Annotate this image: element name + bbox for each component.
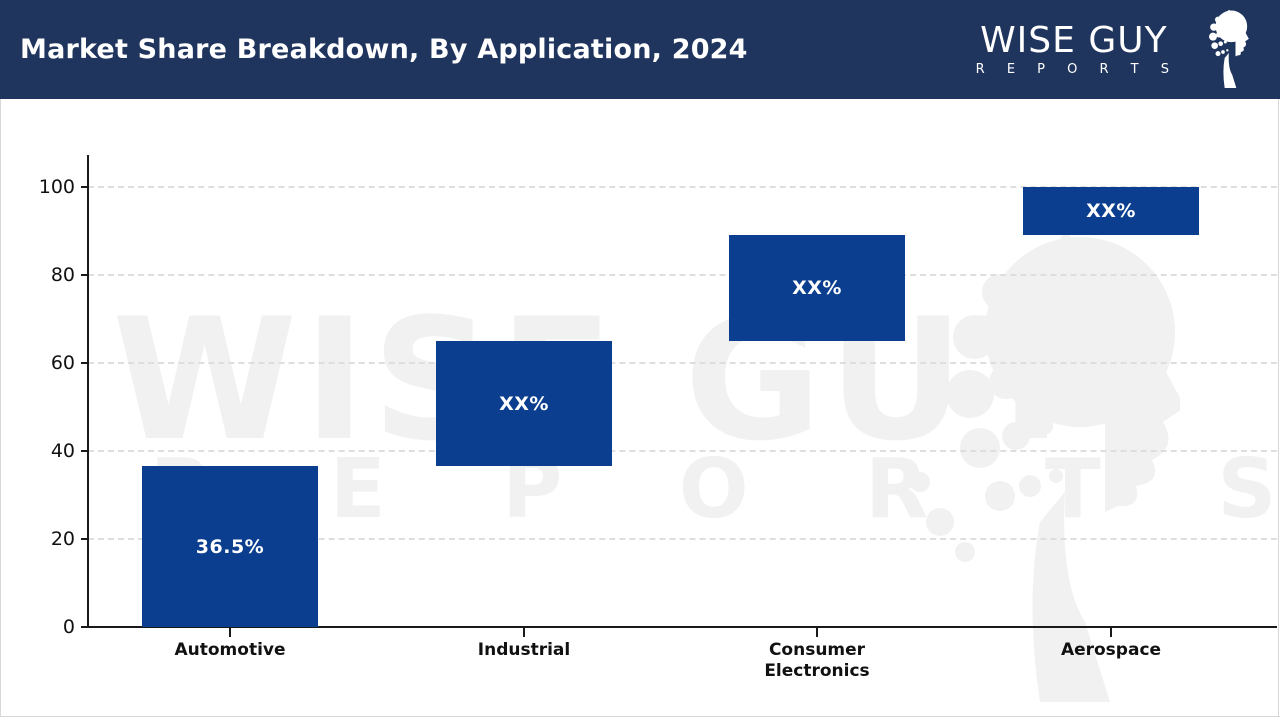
x-tick-2 <box>816 628 818 637</box>
x-tick-0 <box>229 628 231 637</box>
wise-guy-reports-logo: WISE GUY R E P O R T S <box>970 8 1280 92</box>
gridline-80 <box>88 274 1277 276</box>
bar-industrial: XX% <box>436 341 612 467</box>
x-axis-line <box>87 626 1277 628</box>
bar-aerospace: XX% <box>1023 187 1199 236</box>
frame-border-left <box>0 99 1 716</box>
header-bar: Market Share Breakdown, By Application, … <box>0 0 1280 99</box>
y-tick-label-20: 20 <box>50 528 75 550</box>
logo-wordmark: WISE GUY <box>980 20 1168 62</box>
bar-value-label: XX% <box>1086 200 1136 223</box>
gridline-100 <box>88 186 1277 188</box>
x-tick-1 <box>523 628 525 637</box>
watermark-subtitle: R E P O R T S <box>150 442 1280 537</box>
dotted-head-icon <box>1180 8 1266 92</box>
y-tick-60 <box>81 362 89 364</box>
x-category-label-3: Aerospace <box>1060 640 1162 660</box>
chart-title: Market Share Breakdown, By Application, … <box>20 34 748 65</box>
gridline-40 <box>88 450 1277 452</box>
gridline-20 <box>88 538 1277 540</box>
y-tick-label-60: 60 <box>50 352 75 374</box>
y-tick-label-0: 0 <box>62 616 75 638</box>
gridline-60 <box>88 362 1277 364</box>
frame-border-bottom <box>0 716 1280 717</box>
x-category-label-2: Consumer Electronics <box>764 640 870 682</box>
y-tick-20 <box>81 538 89 540</box>
x-category-label-0: Automotive <box>174 640 286 660</box>
bar-consumer-electronics: XX% <box>729 235 905 341</box>
logo-subtitle: R E P O R T S <box>975 61 1178 77</box>
bar-value-label: 36.5% <box>195 535 265 558</box>
bar-value-label: XX% <box>792 277 842 300</box>
bar-automotive: 36.5% <box>142 466 318 627</box>
logo-text: WISE GUY R E P O R T S <box>970 22 1178 77</box>
x-category-label-1: Industrial <box>477 640 571 660</box>
y-tick-40 <box>81 450 89 452</box>
y-tick-0 <box>81 626 89 628</box>
x-tick-3 <box>1110 628 1112 637</box>
y-tick-label-100: 100 <box>38 176 75 198</box>
y-axis-line <box>87 155 89 628</box>
y-tick-100 <box>81 186 89 188</box>
y-tick-label-40: 40 <box>50 440 75 462</box>
frame-border-right <box>1278 99 1279 716</box>
y-tick-80 <box>81 274 89 276</box>
y-tick-label-80: 80 <box>50 264 75 286</box>
bar-value-label: XX% <box>499 392 549 415</box>
